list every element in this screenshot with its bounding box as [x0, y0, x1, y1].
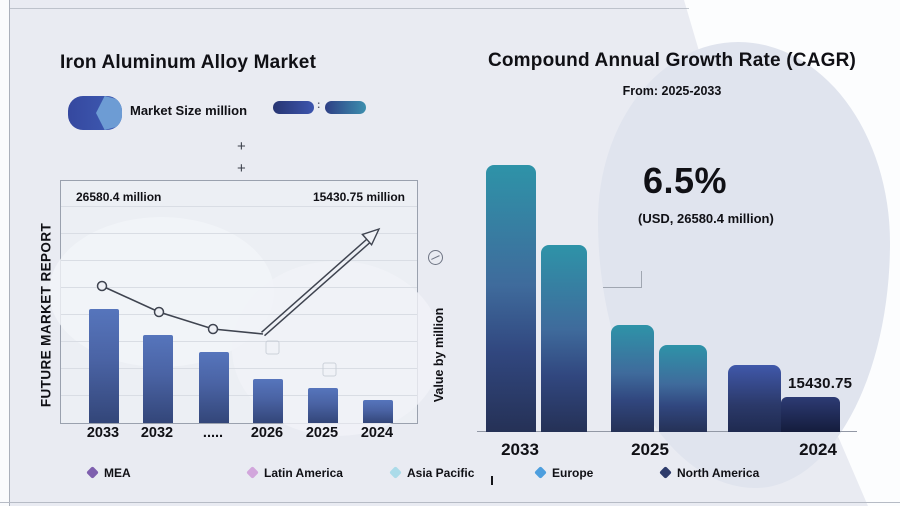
- x-label-2025: 2025: [305, 425, 339, 441]
- cagr-bar: [486, 165, 536, 432]
- step-line-decoration: [603, 271, 642, 288]
- right-value-annotation: 15430.75: [788, 375, 853, 392]
- market-size-chart: 26580.4 million 15430.75 million: [49, 180, 442, 436]
- market-size-label: Market Size million: [130, 103, 248, 118]
- cagr-percent: 6.5%: [643, 160, 728, 201]
- gridline: [61, 233, 417, 234]
- legend-label: Asia Pacific: [407, 466, 475, 480]
- legend-marker-icon: [86, 466, 99, 479]
- cagr-bar: [611, 325, 654, 432]
- gridline: [61, 368, 417, 369]
- gridline: [61, 395, 417, 396]
- bar-2032: [143, 335, 173, 423]
- cagr-bar: [728, 365, 781, 432]
- ratio-pill-left: [273, 101, 314, 114]
- circle-slash-icon: [428, 250, 443, 265]
- plus-decoration: +: [237, 160, 246, 177]
- legend-label: Latin America: [264, 466, 343, 480]
- x-label-2033: 2033: [501, 440, 539, 459]
- watermark-square-icon: [322, 362, 337, 377]
- legend-label: MEA: [104, 466, 131, 480]
- gridline: [61, 260, 417, 261]
- tick-mark: [491, 476, 493, 485]
- legend-label: North America: [677, 466, 760, 480]
- cylinder-icon: [68, 96, 122, 130]
- legend-marker-icon: [659, 466, 672, 479]
- cagr-title: Compound Annual Growth Rate (CAGR): [487, 50, 857, 71]
- value-axis-label: Value by million: [432, 307, 446, 403]
- x-label-2032: 2032: [140, 425, 174, 441]
- cagr-basis: (USD, 26580.4 million): [638, 211, 774, 226]
- cagr-bar: [541, 245, 587, 432]
- max-value-annotation: 26580.4 million: [76, 190, 162, 204]
- x-label-.....: .....: [202, 425, 224, 441]
- trend-line-arrow: [96, 227, 381, 377]
- cylinder-cap-icon: [96, 96, 122, 130]
- bar-.....: [199, 352, 229, 423]
- bar-2024: [363, 400, 393, 423]
- x-label-2024: 2024: [799, 440, 837, 459]
- watermark-vertical-text: FUTURE MARKET REPORT: [38, 222, 54, 408]
- ratio-pill-right: [325, 101, 366, 114]
- cagr-subtitle: From: 2025-2033: [622, 84, 722, 98]
- gridline: [61, 287, 417, 288]
- cagr-bar: [781, 397, 840, 432]
- plus-decoration: +: [237, 138, 246, 155]
- ratio-colon: :: [317, 100, 321, 111]
- gridline: [61, 341, 417, 342]
- bar-2026: [253, 379, 283, 423]
- bottom-border-line: [0, 502, 900, 503]
- x-label-2033: 2033: [86, 425, 120, 441]
- left-chart-title: Iron Aluminum Alloy Market: [60, 52, 317, 73]
- watermark-square-icon: [265, 340, 280, 355]
- bar-2025: [308, 388, 338, 423]
- bar-2033: [89, 309, 119, 423]
- legend-marker-icon: [389, 466, 402, 479]
- x-label-2025: 2025: [631, 440, 669, 459]
- legend-marker-icon: [246, 466, 259, 479]
- gridline: [61, 206, 417, 207]
- legend-label: Europe: [552, 466, 594, 480]
- top-border-line: [9, 8, 689, 9]
- left-edge-strip: [0, 0, 10, 506]
- gridline: [61, 314, 417, 315]
- cagr-bar: [659, 345, 707, 432]
- min-value-annotation: 15430.75 million: [312, 190, 405, 204]
- x-label-2026: 2026: [250, 425, 284, 441]
- legend-marker-icon: [534, 466, 547, 479]
- x-label-2024: 2024: [360, 425, 394, 441]
